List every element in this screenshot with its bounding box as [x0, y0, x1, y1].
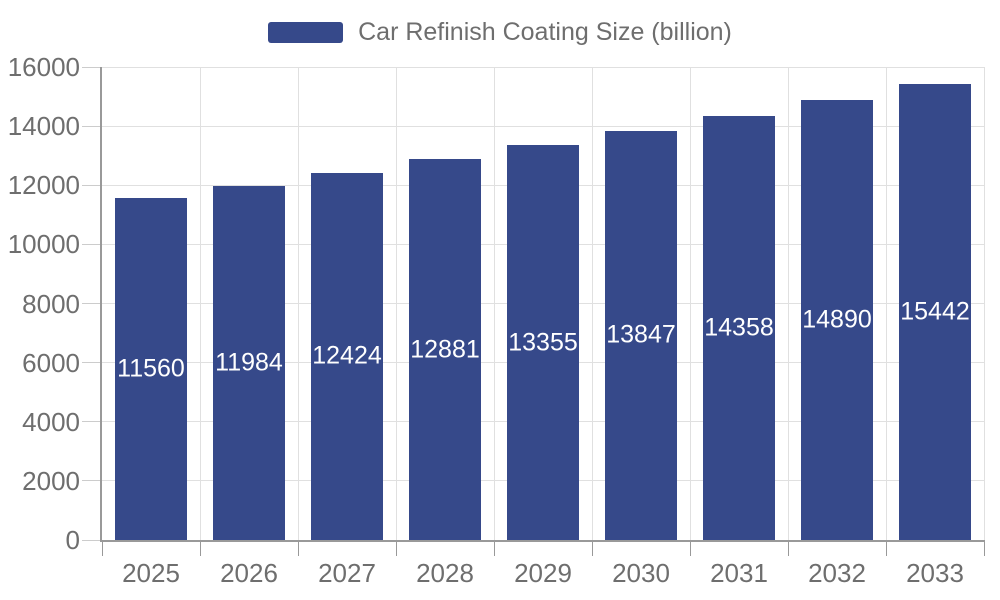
legend-swatch	[268, 22, 344, 43]
grid-line-h	[102, 125, 984, 127]
bar-value-label: 12424	[312, 341, 382, 370]
bar-value-label: 13847	[606, 320, 676, 349]
legend-item[interactable]: Car Refinish Coating Size (billion)	[0, 20, 1000, 45]
bar-value-label: 14358	[704, 313, 774, 342]
bar-2029[interactable]	[507, 145, 579, 540]
bar-2026[interactable]	[213, 185, 285, 540]
grid-line-v	[689, 67, 691, 540]
bar-2027[interactable]	[311, 172, 383, 540]
grid-line-v	[199, 67, 201, 540]
bar-value-label: 12881	[410, 335, 480, 364]
grid-line-v	[395, 67, 397, 540]
y-axis-line	[100, 67, 102, 542]
grid-line-v	[885, 67, 887, 540]
x-axis-tick	[297, 540, 299, 556]
y-axis-tick	[82, 66, 102, 68]
y-axis-tick-label: 14000	[7, 111, 80, 142]
y-axis-tick-label: 2000	[22, 465, 80, 496]
bar-value-label: 13355	[508, 328, 578, 357]
y-axis-tick	[82, 243, 102, 245]
y-axis-tick	[82, 539, 102, 541]
x-axis-tick	[199, 540, 201, 556]
grid-line-v	[297, 67, 299, 540]
x-axis-line	[100, 540, 984, 542]
bar-2032[interactable]	[801, 99, 873, 540]
bar-2025[interactable]	[115, 198, 187, 540]
y-axis-tick-label: 12000	[7, 170, 80, 201]
x-axis-tick	[885, 540, 887, 556]
x-axis-tick-label: 2031	[710, 558, 768, 588]
bar-2031[interactable]	[703, 115, 775, 540]
x-axis-tick	[395, 540, 397, 556]
grid-line-h	[102, 66, 984, 68]
y-axis-tick	[82, 184, 102, 186]
x-axis-tick	[689, 540, 691, 556]
x-axis-tick-label: 2029	[514, 558, 572, 588]
grid-line-v	[787, 67, 789, 540]
bar-2030[interactable]	[605, 130, 677, 540]
legend-label: Car Refinish Coating Size (billion)	[358, 18, 732, 46]
y-axis-tick-label: 4000	[22, 406, 80, 437]
bar-2028[interactable]	[409, 159, 481, 540]
x-axis-tick-label: 2026	[220, 558, 278, 588]
grid-line-v	[493, 67, 495, 540]
x-axis-tick	[787, 540, 789, 556]
y-axis-tick	[82, 421, 102, 423]
y-axis-tick	[82, 125, 102, 127]
grid-line-v	[983, 67, 985, 540]
y-axis-tick-label: 0	[65, 525, 80, 555]
x-axis-tick-label: 2027	[318, 558, 376, 588]
x-axis-tick	[493, 540, 495, 556]
y-axis-tick-label: 8000	[22, 288, 80, 319]
y-axis-tick	[82, 303, 102, 304]
y-axis-tick-label: 6000	[22, 347, 80, 378]
x-axis-tick-label: 2033	[906, 558, 964, 588]
x-axis-tick-label: 2025	[122, 558, 180, 588]
bar-value-label: 14890	[802, 305, 872, 334]
plot-area: 0 2000 4000 6000 8000 10000 12000 14000 16000 115…	[8, 54, 985, 586]
bar-2033[interactable]	[899, 83, 971, 540]
bar-value-label: 11984	[215, 348, 283, 377]
y-axis-tick	[82, 480, 102, 482]
bar-value-label: 15442	[900, 297, 970, 326]
y-axis-tick	[82, 362, 102, 364]
grid-line-v	[591, 67, 593, 540]
y-axis-tick-label: 16000	[7, 52, 80, 82]
x-axis-tick-label: 2030	[612, 558, 670, 588]
x-axis-tick-label: 2032	[808, 558, 866, 588]
x-axis-tick	[101, 540, 103, 556]
x-axis-tick	[591, 540, 593, 556]
bar-value-label: 11560	[117, 354, 185, 383]
x-axis-tick-label: 2028	[416, 558, 474, 588]
x-axis-tick	[983, 540, 985, 556]
y-axis-tick-label: 10000	[7, 229, 80, 260]
